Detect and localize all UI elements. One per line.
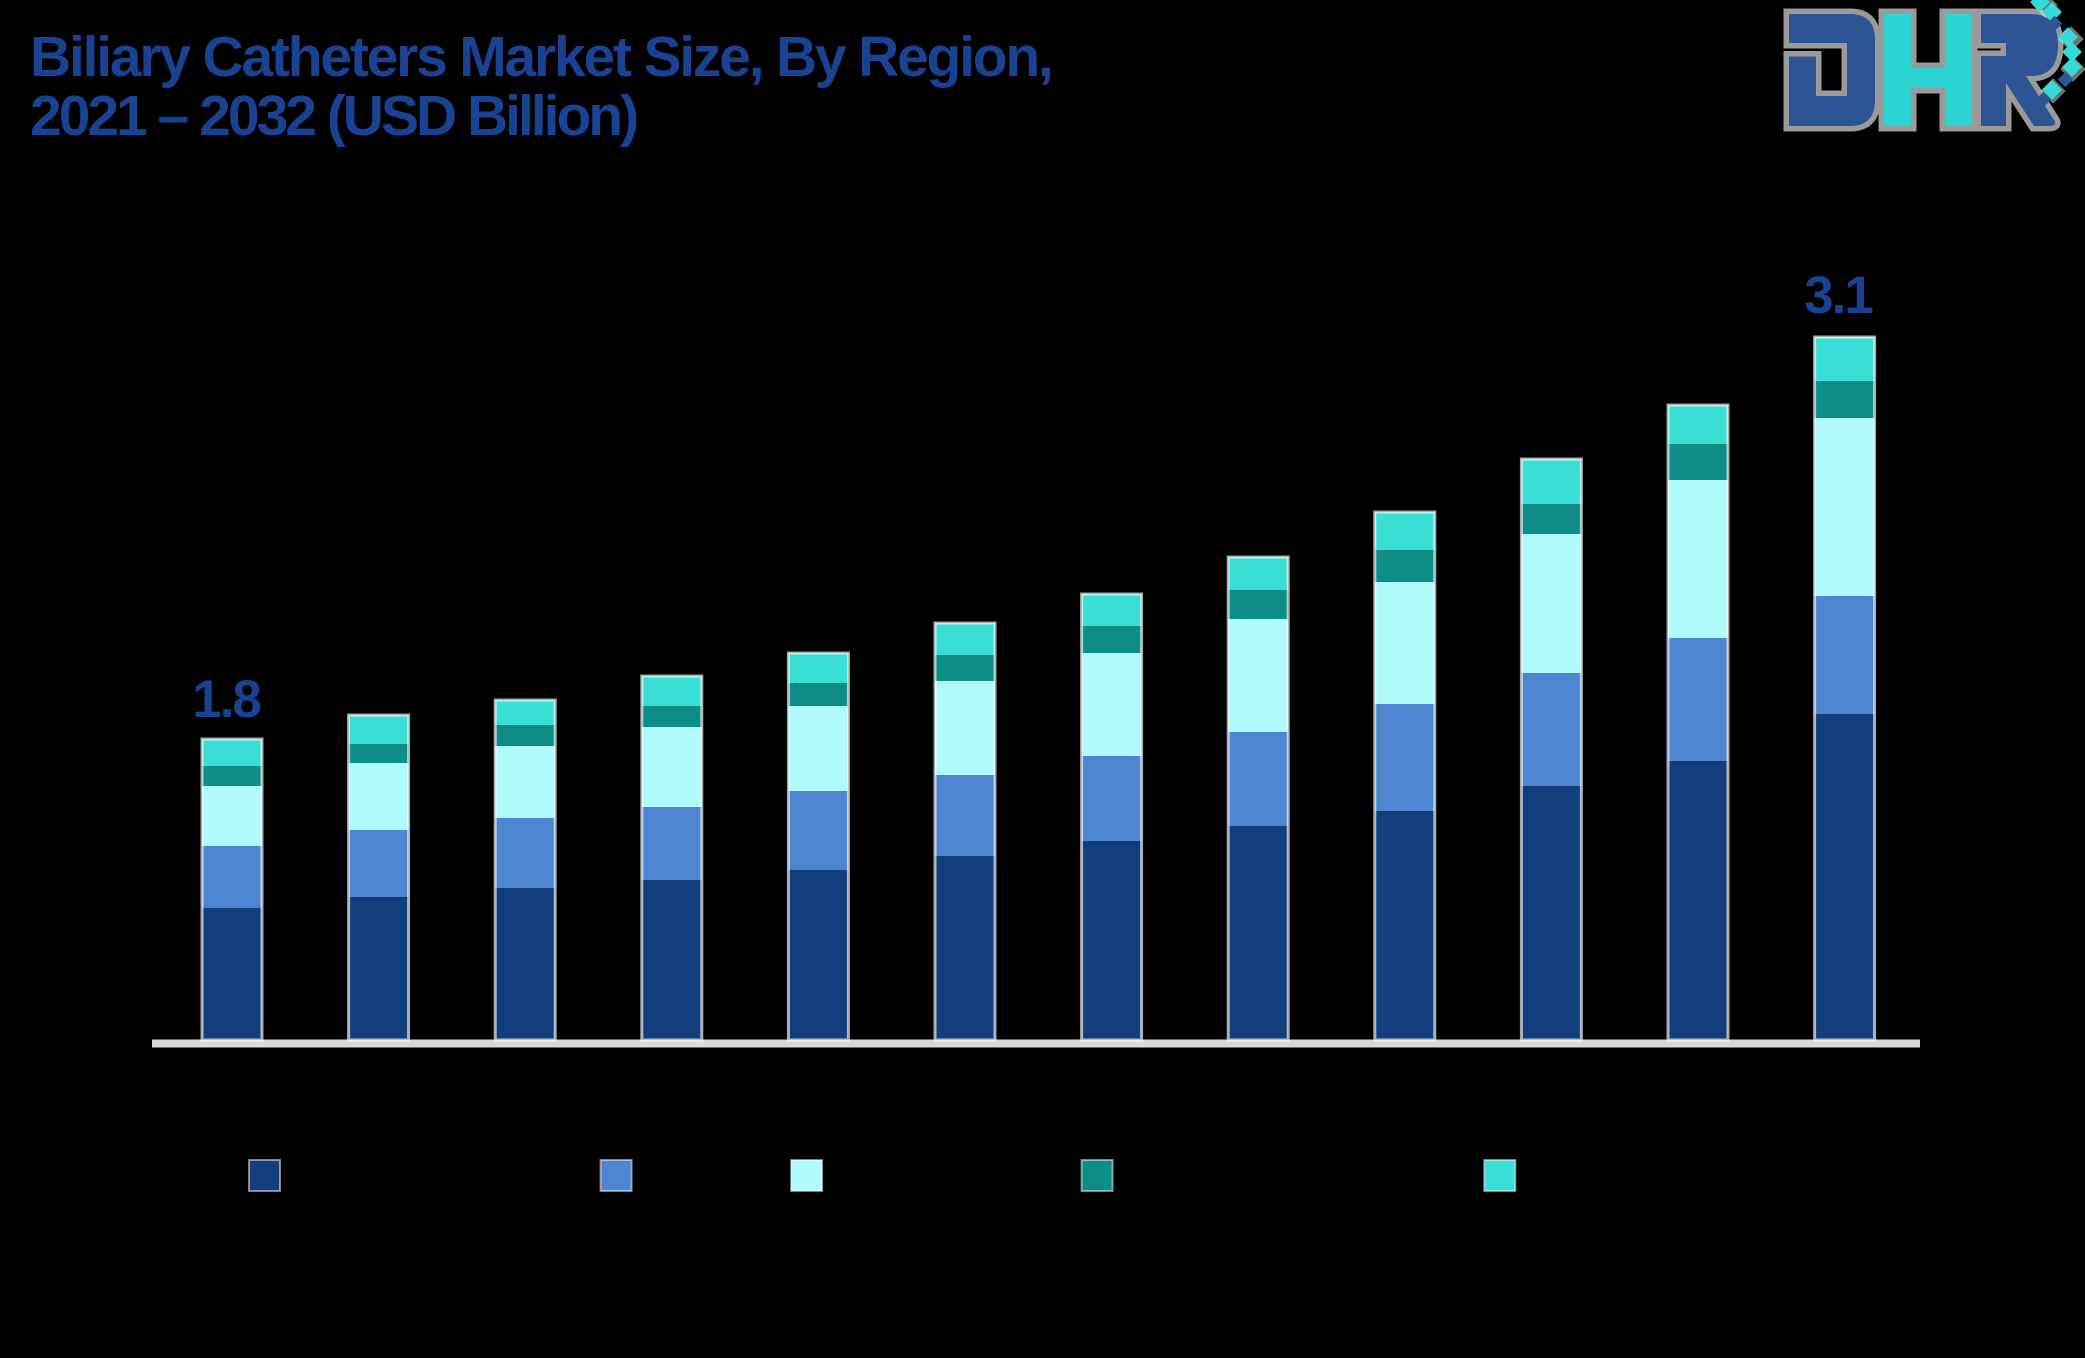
- svg-text:3.1: 3.1: [1804, 266, 1872, 325]
- svg-text:1.8: 1.8: [192, 670, 260, 729]
- svg-text:Biliary Catheters Market Size,: Biliary Catheters Market Size, By Region…: [30, 25, 1052, 89]
- svg-text:2021 – 2032 (USD Billion): 2021 – 2032 (USD Billion): [30, 84, 637, 148]
